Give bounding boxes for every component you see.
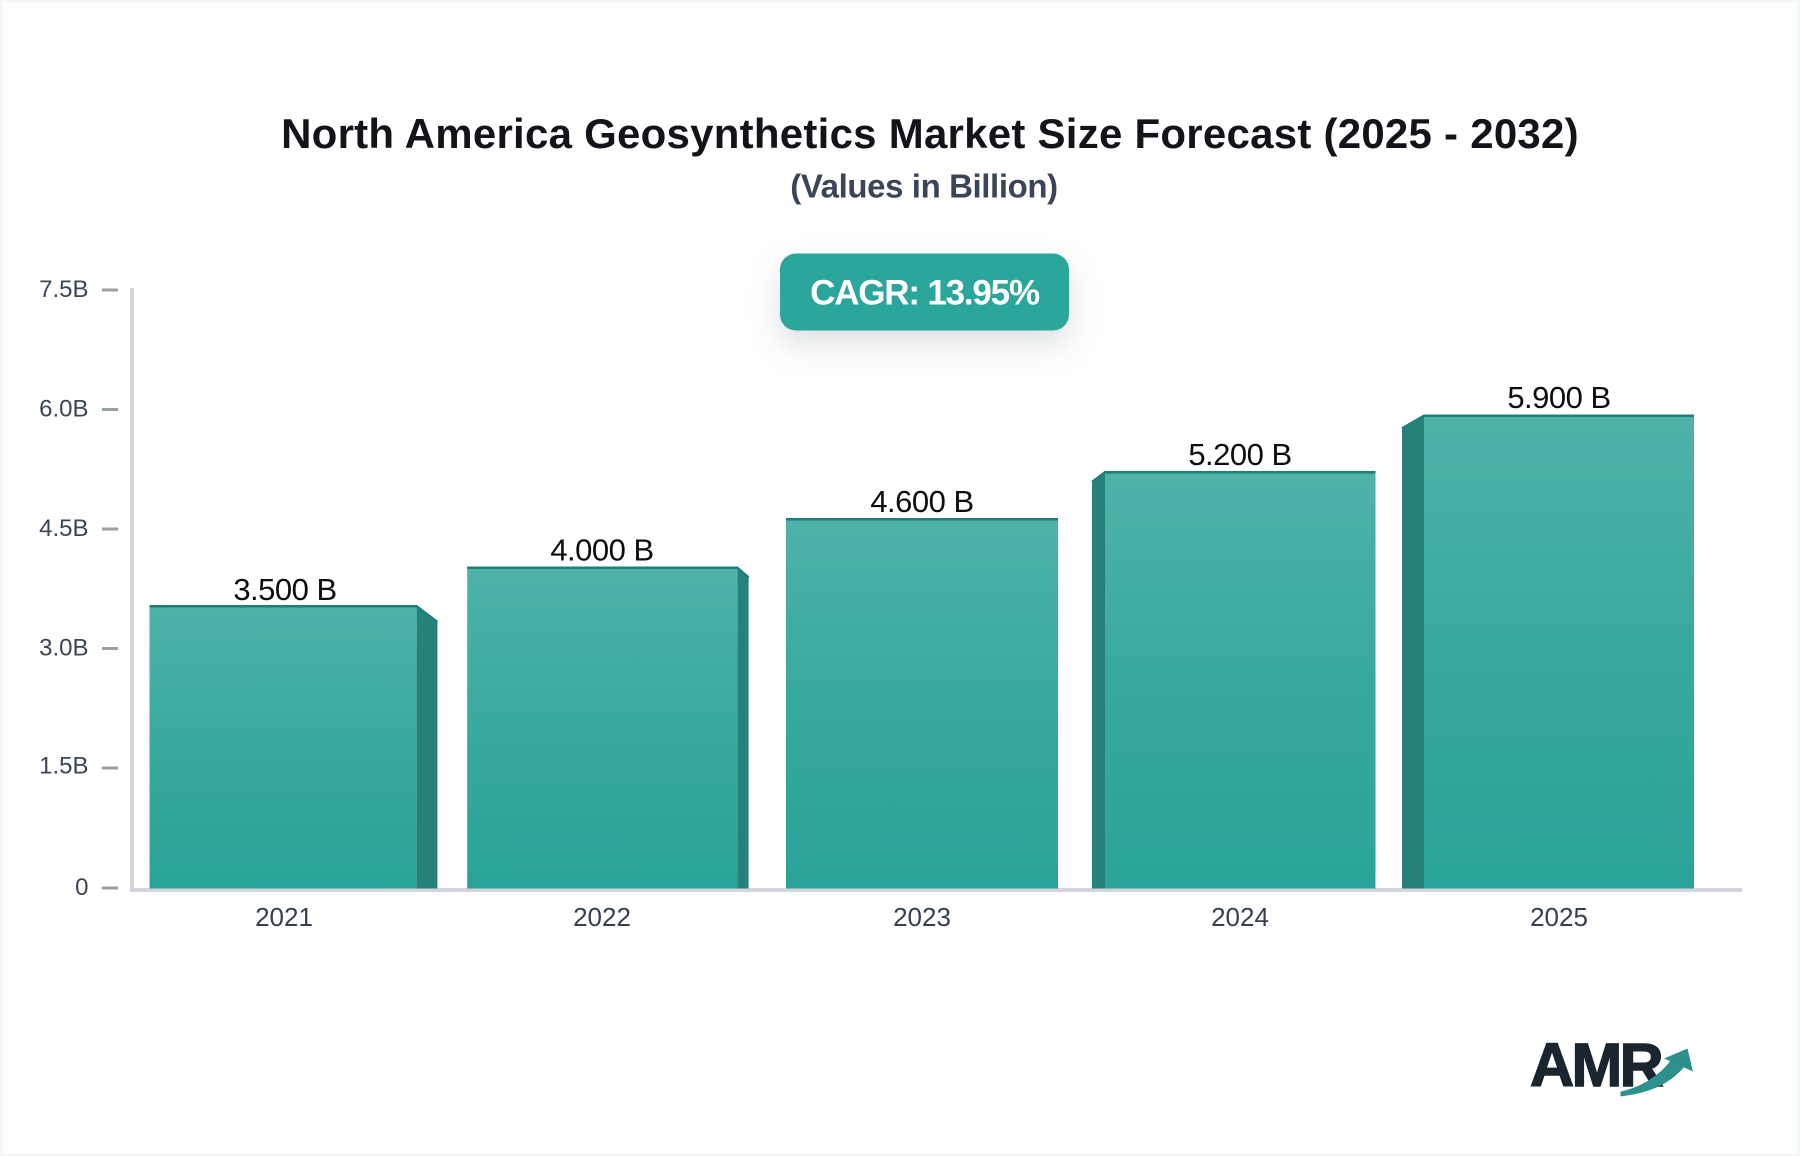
- svg-text:0: 0: [75, 874, 88, 901]
- svg-text:2022: 2022: [573, 902, 631, 932]
- svg-text:3.0B: 3.0B: [39, 635, 88, 662]
- svg-text:2023: 2023: [893, 902, 951, 932]
- svg-text:6.0B: 6.0B: [39, 396, 88, 423]
- svg-text:5.200 B: 5.200 B: [1188, 437, 1291, 472]
- svg-text:CAGR: 13.95%: CAGR: 13.95%: [810, 274, 1040, 313]
- svg-text:(Values in Billion): (Values in Billion): [790, 168, 1057, 205]
- svg-text:3.500 B: 3.500 B: [233, 572, 336, 607]
- svg-text:4.600 B: 4.600 B: [870, 484, 973, 519]
- svg-text:4.5B: 4.5B: [39, 515, 88, 542]
- svg-text:5.900 B: 5.900 B: [1507, 380, 1610, 415]
- svg-text:7.5B: 7.5B: [39, 276, 88, 303]
- svg-text:2021: 2021: [255, 902, 313, 932]
- svg-text:4.000 B: 4.000 B: [550, 533, 653, 568]
- svg-text:1.5B: 1.5B: [39, 753, 88, 780]
- svg-text:2025: 2025: [1530, 902, 1588, 932]
- svg-text:North America Geosynthetics Ma: North America Geosynthetics Market Size …: [281, 110, 1579, 157]
- svg-text:2024: 2024: [1211, 902, 1269, 932]
